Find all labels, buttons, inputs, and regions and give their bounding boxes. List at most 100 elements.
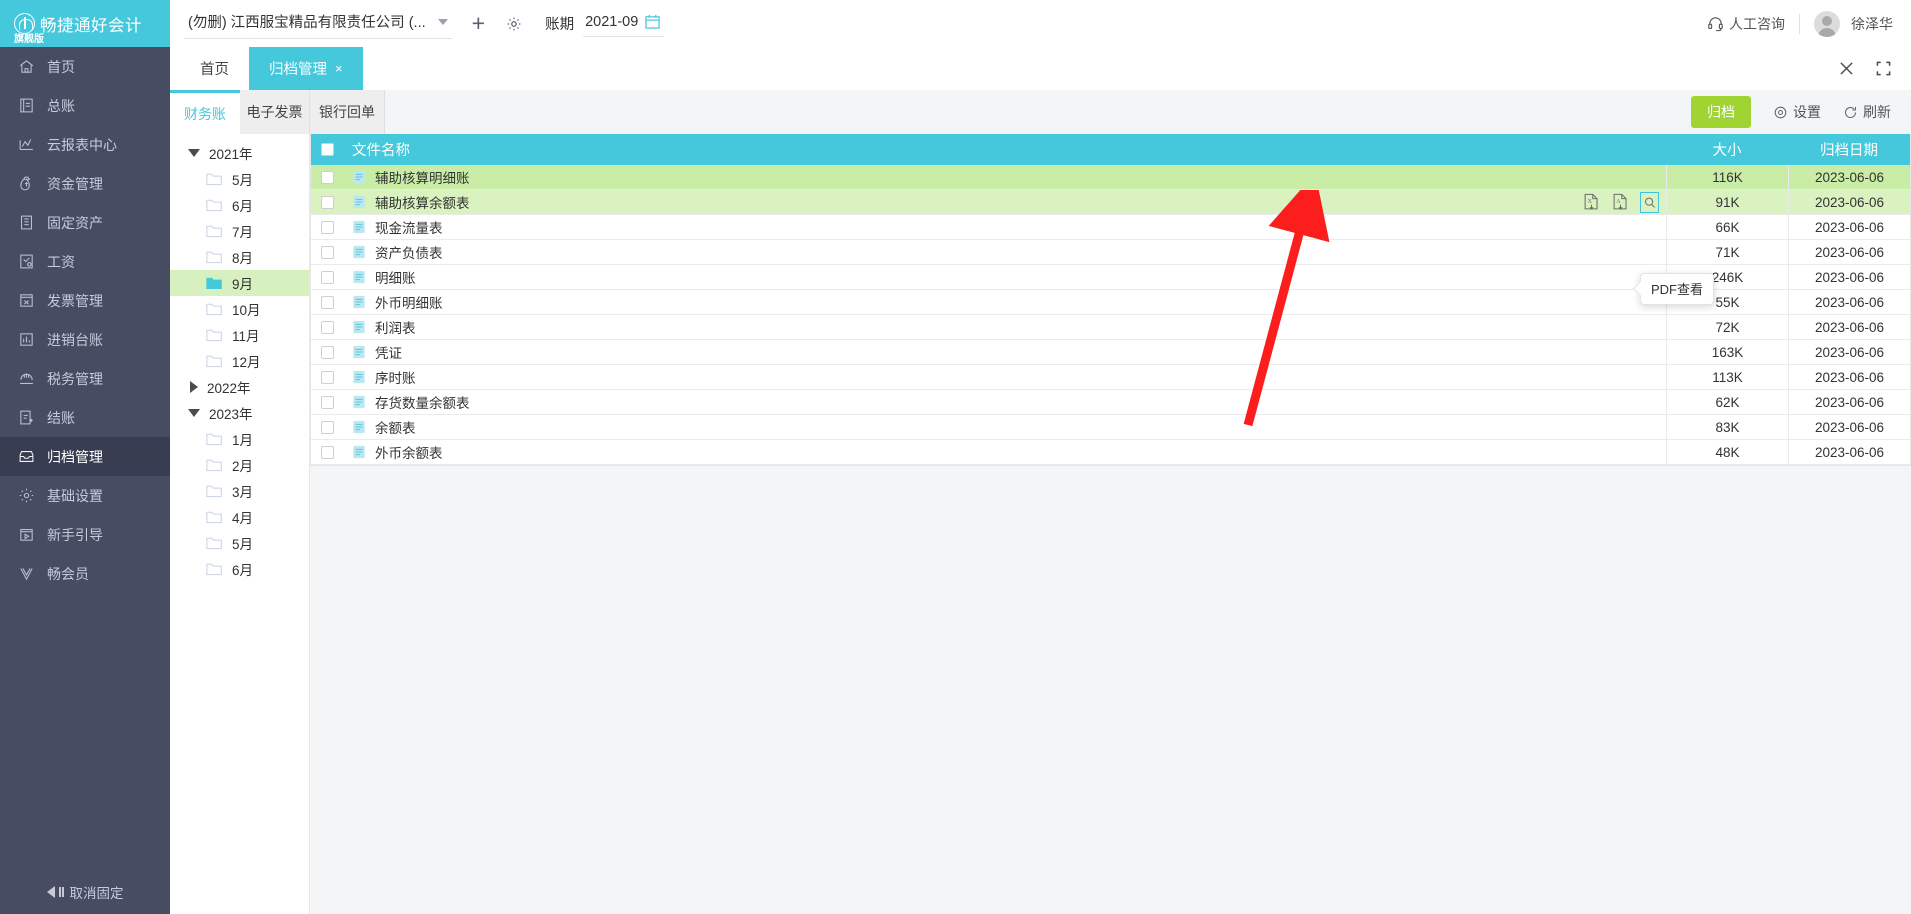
tree-node-month-16[interactable]: 6月 (170, 556, 309, 582)
sidebar-item-1[interactable]: 总账 (0, 86, 170, 125)
tree-node-label: 5月 (232, 537, 254, 552)
support-chat-label: 人工咨询 (1729, 15, 1785, 32)
avatar[interactable] (1814, 10, 1840, 37)
pdf-download-icon[interactable]: A (1612, 193, 1629, 212)
inner-tab-1[interactable]: 电子发票 (240, 90, 310, 134)
row-checkbox[interactable] (321, 295, 334, 309)
row-checkbox[interactable] (321, 320, 334, 334)
sidebar-item-9[interactable]: 结账 (0, 398, 170, 437)
sidebar-item-2[interactable]: 云报表中心 (0, 125, 170, 164)
table-row[interactable]: 辅助核算明细账 116K 2023-06-06 (311, 165, 1910, 190)
tree-node-month-15[interactable]: 5月 (170, 530, 309, 556)
row-checkbox-cell (311, 395, 344, 409)
excel-download-icon[interactable]: X (1583, 193, 1600, 212)
sidebar-nav: 首页 总账 云报表中心 资金管理 固定资产 工资 发票管理 进销台账 税务管理 结账 归档管理 基础设… (0, 47, 170, 593)
sidebar-item-12[interactable]: 新手引导 (0, 515, 170, 554)
table-row[interactable]: 余额表 83K 2023-06-06 (311, 415, 1910, 440)
row-checkbox[interactable] (321, 220, 334, 234)
table-row[interactable]: 利润表 72K 2023-06-06 (311, 315, 1910, 340)
table-row[interactable]: 现金流量表 66K 2023-06-06 (311, 215, 1910, 240)
row-file-name-cell: 现金流量表 (344, 217, 1666, 237)
close-icon[interactable] (1839, 61, 1854, 76)
column-header-size[interactable]: 大小 (1712, 143, 1742, 159)
table-row[interactable]: 外币明细账 55K 2023-06-06 (311, 290, 1910, 315)
sidebar-item-6[interactable]: 发票管理 (0, 281, 170, 320)
row-checkbox[interactable] (321, 245, 334, 259)
tree-node-month-6[interactable]: 10月 (170, 296, 309, 322)
table-row[interactable]: 资产负债表 71K 2023-06-06 (311, 240, 1910, 265)
row-size: 72K (1666, 315, 1788, 339)
table-row[interactable]: 存货数量余额表 62K 2023-06-06 (311, 390, 1910, 415)
row-checkbox[interactable] (321, 170, 334, 184)
sidebar-item-8[interactable]: 税务管理 (0, 359, 170, 398)
brand-logo[interactable]: 畅捷通好会计 旗舰版 (0, 0, 170, 47)
sidebar-item-5[interactable]: 工资 (0, 242, 170, 281)
tree-node-month-7[interactable]: 11月 (170, 322, 309, 348)
fullscreen-icon[interactable] (1876, 61, 1891, 76)
chevron-down-icon[interactable] (437, 18, 448, 25)
sidebar-item-7[interactable]: 进销台账 (0, 320, 170, 359)
tree-node-month-14[interactable]: 4月 (170, 504, 309, 530)
tree-node-year-10[interactable]: 2023年 (170, 400, 309, 426)
row-checkbox[interactable] (321, 445, 334, 459)
chevron-down-icon[interactable] (188, 149, 200, 157)
tree-node-month-5[interactable]: 9月 (170, 270, 309, 296)
select-all-checkbox[interactable] (321, 143, 334, 156)
table-row[interactable]: 辅助核算余额表 X A 91K 2023-06-06 (311, 190, 1910, 215)
settings-gear-button[interactable] (505, 15, 523, 33)
sidebar-item-11[interactable]: 基础设置 (0, 476, 170, 515)
sidebar-item-10[interactable]: 归档管理 (0, 437, 170, 476)
sidebar-pin-toggle[interactable]: 取消固定 (0, 870, 170, 914)
row-checkbox[interactable] (321, 345, 334, 359)
tree-node-month-1[interactable]: 5月 (170, 166, 309, 192)
row-checkbox-cell (311, 220, 344, 234)
settings-button[interactable]: 设置 (1773, 102, 1821, 122)
tree-node-label: 1月 (232, 433, 254, 448)
row-file-name: 外币余额表 (375, 446, 443, 461)
company-selector[interactable]: (勿删) 江西服宝精品有限责任公司 (... (184, 8, 452, 39)
column-header-date[interactable]: 归档日期 (1820, 143, 1878, 159)
column-header-name[interactable]: 文件名称 (352, 143, 410, 159)
table-row[interactable]: 凭证 163K 2023-06-06 (311, 340, 1910, 365)
add-account-button[interactable]: + (471, 10, 486, 36)
inner-tab-2[interactable]: 银行回单 (310, 90, 385, 134)
row-checkbox[interactable] (321, 420, 334, 434)
sidebar-item-0[interactable]: 首页 (0, 47, 170, 86)
tree-node-month-12[interactable]: 2月 (170, 452, 309, 478)
tree-node-month-13[interactable]: 3月 (170, 478, 309, 504)
row-checkbox[interactable] (321, 370, 334, 384)
tree-node-year-0[interactable]: 2021年 (170, 140, 309, 166)
tab-archive-management[interactable]: 归档管理 × (249, 47, 363, 90)
row-checkbox[interactable] (321, 395, 334, 409)
tab-close-icon[interactable]: × (335, 61, 343, 76)
inner-tab-0[interactable]: 财务账 (170, 90, 240, 134)
pin-label: 取消固定 (69, 886, 124, 901)
tree-node-month-2[interactable]: 6月 (170, 192, 309, 218)
period-picker[interactable]: 2021-09 (583, 11, 665, 37)
table-row[interactable]: 外币余额表 48K 2023-06-06 (311, 440, 1910, 465)
table-row[interactable]: 序时账 113K 2023-06-06 (311, 365, 1910, 390)
archive-button[interactable]: 归档 (1691, 96, 1751, 128)
chevron-right-icon[interactable] (190, 381, 198, 393)
chevron-down-icon[interactable] (188, 409, 200, 417)
tree-node-month-8[interactable]: 12月 (170, 348, 309, 374)
user-name[interactable]: 徐泽华 (1851, 15, 1893, 32)
tree-node-year-9[interactable]: 2022年 (170, 374, 309, 400)
tab-home[interactable]: 首页 (180, 47, 249, 90)
sidebar-item-13[interactable]: 畅会员 (0, 554, 170, 593)
row-date: 2023-06-06 (1788, 190, 1910, 214)
tree-node-month-11[interactable]: 1月 (170, 426, 309, 452)
row-checkbox-cell (311, 345, 344, 359)
file-table: 文件名称 大小 归档日期 辅助核算明细账 116K 2023-06-06 辅助核算余额… (310, 134, 1911, 466)
home-icon (18, 58, 35, 75)
row-checkbox[interactable] (321, 270, 334, 284)
sidebar-item-3[interactable]: 资金管理 (0, 164, 170, 203)
tree-node-month-4[interactable]: 8月 (170, 244, 309, 270)
table-row[interactable]: 明细账 246K 2023-06-06 (311, 265, 1910, 290)
row-checkbox[interactable] (321, 195, 334, 209)
support-chat-button[interactable]: 人工咨询 (1707, 14, 1785, 34)
tree-node-month-3[interactable]: 7月 (170, 218, 309, 244)
sidebar-item-4[interactable]: 固定资产 (0, 203, 170, 242)
pdf-preview-magnifier-icon[interactable] (1640, 191, 1659, 213)
refresh-button[interactable]: 刷新 (1843, 102, 1891, 122)
